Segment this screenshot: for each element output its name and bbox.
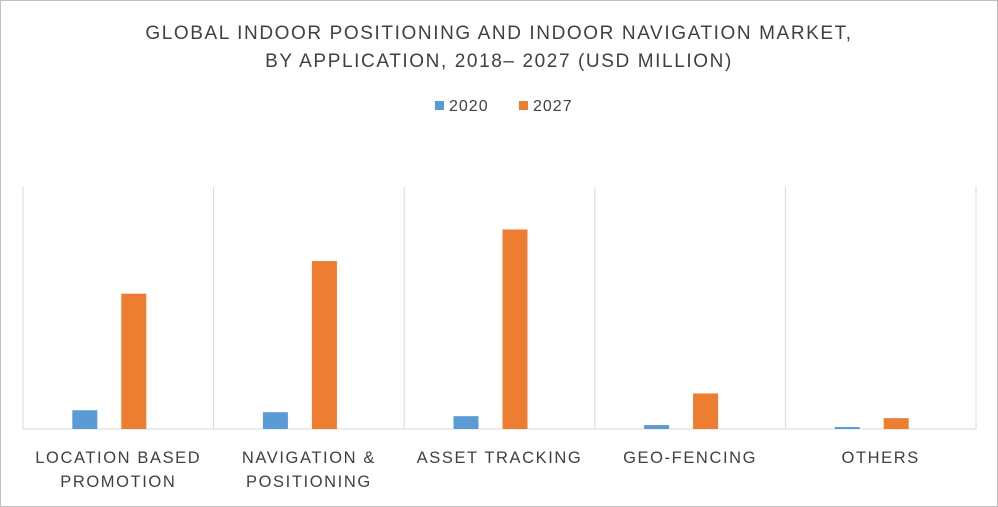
bar-2027-1 [121, 293, 147, 429]
bar-2027-2 [311, 261, 337, 429]
bar-2027-4 [693, 393, 719, 429]
bar-2027-3 [502, 229, 528, 429]
chart-title: GLOBAL INDOOR POSITIONING AND INDOOR NAV… [145, 23, 852, 72]
bar-2020-5 [834, 427, 860, 429]
legend-label-2027: 2027 [533, 98, 573, 115]
category-label-4-line-1: GEO-FENCING [623, 449, 757, 467]
bar-2020-4 [644, 425, 670, 429]
category-label-1-line-2: PROMOTION [60, 473, 176, 491]
legend-label-2020: 2020 [449, 98, 489, 115]
category-labels: LOCATION BASED PROMOTION NAVIGATION & POSIT… [35, 449, 920, 491]
legend-swatch-2020 [435, 101, 444, 110]
legend-swatch-2027 [519, 101, 528, 110]
bar-2027-5 [883, 418, 909, 429]
legend: 2020 2027 [435, 98, 573, 115]
bar-2020-2 [262, 412, 288, 429]
plot-area [22, 187, 977, 430]
bars [72, 229, 909, 429]
category-label-1-line-1: LOCATION BASED [35, 449, 201, 467]
chart-title-line-1: GLOBAL INDOOR POSITIONING AND INDOOR NAV… [145, 23, 852, 44]
bar-2020-3 [453, 416, 479, 429]
category-label-2-line-2: POSITIONING [246, 473, 372, 491]
bar-2020-1 [72, 410, 98, 429]
category-label-2-line-1: NAVIGATION & [242, 449, 376, 467]
category-label-3-line-1: ASSET TRACKING [417, 449, 583, 467]
category-label-5-line-1: OTHERS [842, 449, 920, 467]
chart-title-line-2: BY APPLICATION, 2018– 2027 (USD MILLION) [265, 51, 733, 72]
